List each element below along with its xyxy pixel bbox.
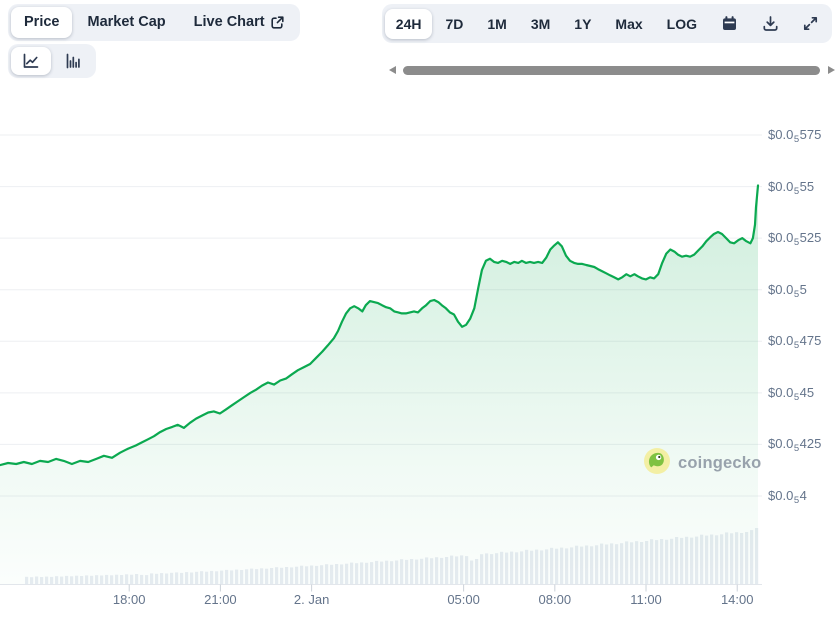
range-24h[interactable]: 24H bbox=[384, 8, 433, 39]
tab-price[interactable]: Price bbox=[11, 7, 73, 38]
download-button[interactable] bbox=[751, 7, 790, 40]
coingecko-watermark: coingecko bbox=[644, 448, 761, 479]
chart-type-toggle bbox=[8, 44, 96, 78]
x-axis-label: 18:00 bbox=[112, 592, 146, 607]
range-3m[interactable]: 3M bbox=[520, 9, 561, 39]
y-axis-label: $0.0545 bbox=[768, 384, 815, 403]
tab-live-chart-label: Live Chart bbox=[193, 14, 265, 30]
scrollbar-right-arrow[interactable] bbox=[828, 66, 835, 74]
y-axis-label: $0.05475 bbox=[768, 333, 822, 352]
x-axis-label: 2. Jan bbox=[293, 592, 330, 607]
fullscreen-button[interactable] bbox=[792, 8, 829, 39]
y-axis-label: $0.055 bbox=[768, 281, 807, 300]
x-axis-label: 21:00 bbox=[204, 592, 237, 607]
y-axis-label: $0.0555 bbox=[768, 178, 815, 197]
coingecko-watermark-text: coingecko bbox=[678, 454, 762, 472]
range-7d[interactable]: 7D bbox=[434, 9, 474, 39]
tab-market-cap[interactable]: Market Cap bbox=[74, 7, 178, 38]
x-axis-label: 14:00 bbox=[720, 592, 754, 607]
external-link-icon bbox=[270, 16, 284, 29]
fullscreen-expand-icon bbox=[803, 16, 818, 31]
scrollbar-thumb[interactable] bbox=[403, 66, 820, 75]
price-area-fill bbox=[0, 185, 758, 585]
y-axis-label: $0.05575 bbox=[768, 127, 822, 145]
x-axis bbox=[0, 584, 762, 592]
line-chart-toggle[interactable] bbox=[11, 47, 51, 75]
coingecko-logo-icon bbox=[644, 448, 670, 479]
range-1y[interactable]: 1Y bbox=[563, 9, 602, 39]
x-axis-label: 11:00 bbox=[630, 592, 662, 607]
y-axis-label: $0.05425 bbox=[768, 436, 822, 455]
calendar-icon bbox=[721, 15, 738, 32]
y-axis-label: $0.05525 bbox=[768, 230, 822, 249]
line-chart-icon bbox=[22, 53, 40, 69]
metric-tabs: Price Market Cap Live Chart bbox=[8, 4, 300, 41]
time-scrollbar[interactable] bbox=[389, 65, 835, 77]
calendar-button[interactable] bbox=[710, 7, 749, 40]
log-scale-toggle[interactable]: LOG bbox=[656, 9, 708, 39]
scrollbar-left-arrow[interactable] bbox=[389, 66, 396, 74]
bar-chart-toggle[interactable] bbox=[53, 47, 93, 75]
range-1m[interactable]: 1M bbox=[476, 9, 517, 39]
download-icon bbox=[762, 15, 779, 32]
x-axis-label: 05:00 bbox=[447, 592, 480, 607]
x-axis-label: 08:00 bbox=[538, 592, 572, 607]
range-max[interactable]: Max bbox=[604, 9, 653, 39]
range-tabs: 24H 7D 1M 3M 1Y Max LOG bbox=[381, 4, 832, 43]
tab-live-chart[interactable]: Live Chart bbox=[181, 7, 297, 38]
y-axis-label: $0.054 bbox=[768, 488, 807, 506]
bar-chart-icon bbox=[64, 53, 82, 69]
price-line bbox=[0, 184, 760, 467]
